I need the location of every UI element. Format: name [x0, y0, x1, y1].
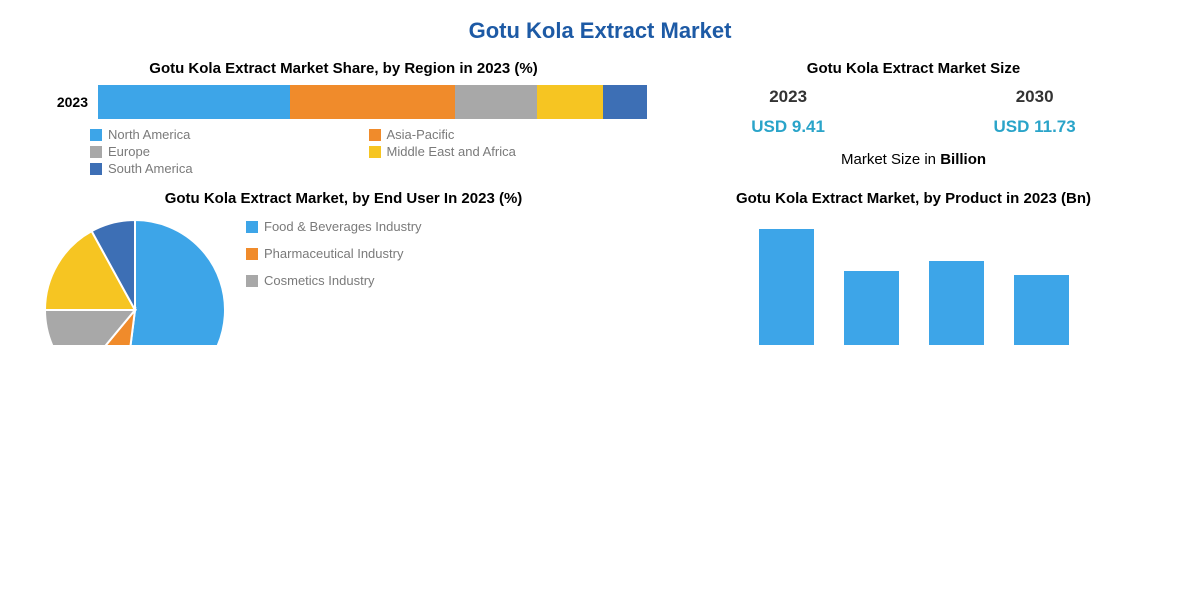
pie-chart	[40, 215, 230, 345]
legend-item: North America	[90, 127, 369, 142]
legend-label: Asia-Pacific	[387, 127, 455, 142]
enduser-panel: Gotu Kola Extract Market, by End User In…	[30, 184, 657, 351]
legend-label: Europe	[108, 144, 150, 159]
region-panel: Gotu Kola Extract Market Share, by Regio…	[30, 54, 657, 184]
product-bars	[667, 215, 1160, 345]
legend-item: Food & Beverages Industry	[246, 219, 422, 234]
legend-swatch	[246, 275, 258, 287]
legend-label: Pharmaceutical Industry	[264, 246, 403, 261]
legend-item: Europe	[90, 144, 369, 159]
stacked-segment	[290, 85, 455, 119]
size-column: 2030 USD 11.73	[994, 87, 1076, 137]
legend-item: Middle East and Africa	[369, 144, 648, 159]
product-panel: Gotu Kola Extract Market, by Product in …	[657, 184, 1170, 351]
legend-item: Cosmetics Industry	[246, 273, 422, 288]
size-year: 2023	[751, 87, 825, 107]
stacked-segment	[537, 85, 603, 119]
legend-swatch	[246, 221, 258, 233]
stacked-segment	[98, 85, 290, 119]
stacked-segment	[455, 85, 537, 119]
legend-swatch	[369, 146, 381, 158]
size-unit: Market Size in Billion	[667, 151, 1160, 168]
size-value: USD 9.41	[751, 117, 825, 137]
legend-swatch	[246, 248, 258, 260]
size-column: 2023 USD 9.41	[751, 87, 825, 137]
legend-label: Food & Beverages Industry	[264, 219, 422, 234]
legend-swatch	[90, 163, 102, 175]
pie-legend: Food & Beverages Industry Pharmaceutical …	[246, 215, 422, 290]
product-bar	[844, 271, 899, 345]
legend-label: Middle East and Africa	[387, 144, 516, 159]
legend-label: Cosmetics Industry	[264, 273, 375, 288]
region-stacked-bar: 2023	[40, 85, 647, 119]
product-bar	[929, 261, 984, 345]
region-chart-title: Gotu Kola Extract Market Share, by Regio…	[40, 60, 647, 77]
size-panel-title: Gotu Kola Extract Market Size	[667, 60, 1160, 77]
legend-label: South America	[108, 161, 193, 176]
legend-item: Pharmaceutical Industry	[246, 246, 422, 261]
stacked-segment	[603, 85, 647, 119]
size-row: 2023 USD 9.41 2030 USD 11.73	[667, 87, 1160, 137]
size-unit-bold: Billion	[940, 151, 986, 168]
size-panel: Gotu Kola Extract Market Size 2023 USD 9.…	[657, 54, 1170, 184]
product-chart-title: Gotu Kola Extract Market, by Product in …	[667, 190, 1160, 207]
page-title: Gotu Kola Extract Market	[0, 0, 1200, 54]
size-unit-prefix: Market Size in	[841, 151, 940, 168]
legend-swatch	[90, 129, 102, 141]
legend-item: Asia-Pacific	[369, 127, 648, 142]
pie-wrap: Food & Beverages Industry Pharmaceutical …	[40, 215, 647, 345]
enduser-chart-title: Gotu Kola Extract Market, by End User In…	[40, 190, 647, 207]
region-legend: North America Asia-Pacific Europe Middle Ea…	[40, 127, 647, 178]
stacked-bar-track	[98, 85, 647, 119]
product-bar	[759, 229, 814, 345]
size-value: USD 11.73	[994, 117, 1076, 137]
size-year: 2030	[994, 87, 1076, 107]
dashboard-grid: Gotu Kola Extract Market Share, by Regio…	[0, 54, 1200, 351]
legend-swatch	[90, 146, 102, 158]
product-bar	[1014, 275, 1069, 345]
legend-item: South America	[90, 161, 369, 176]
legend-label: North America	[108, 127, 190, 142]
pie-slice	[124, 220, 225, 345]
legend-swatch	[369, 129, 381, 141]
region-category-label: 2023	[40, 94, 88, 110]
